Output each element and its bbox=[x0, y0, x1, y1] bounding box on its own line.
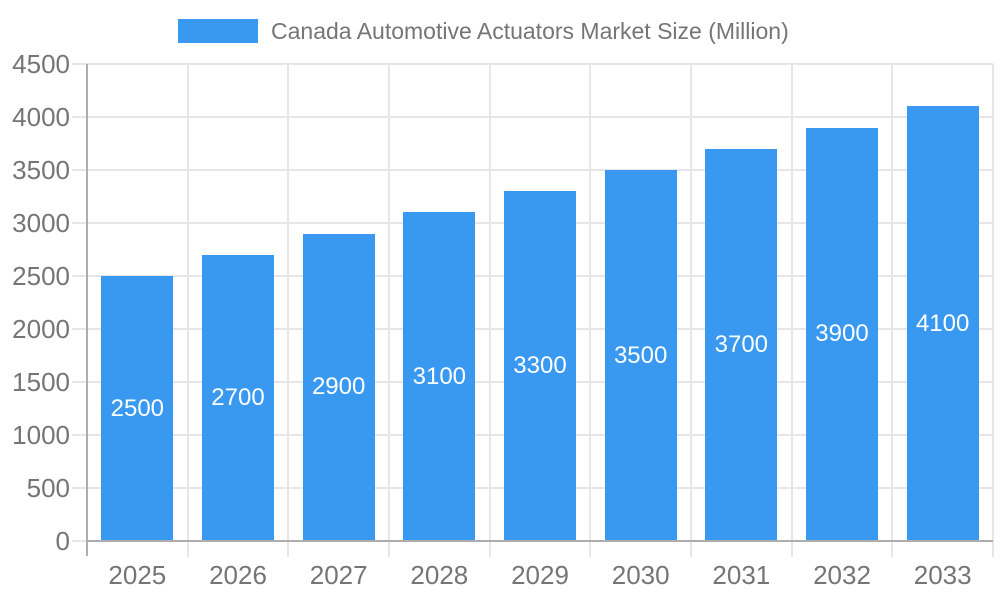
x-axis-tick-label: 2026 bbox=[209, 560, 267, 590]
gridline-vertical bbox=[287, 64, 290, 557]
bar-2032[interactable] bbox=[806, 127, 878, 541]
bar-value-label: 2500 bbox=[110, 394, 165, 422]
x-axis-tick-label: 2025 bbox=[108, 560, 167, 590]
gridline-vertical bbox=[790, 64, 793, 557]
gridline-vertical bbox=[992, 64, 994, 557]
y-axis-tick-label: 500 bbox=[26, 473, 70, 503]
y-axis-tick-label: 4000 bbox=[12, 102, 70, 132]
gridline-vertical bbox=[589, 64, 592, 557]
gridline-horizontal bbox=[72, 169, 993, 171]
y-axis-tick-label: 1000 bbox=[12, 420, 70, 450]
bar-2029[interactable] bbox=[504, 191, 576, 541]
y-axis-tick-label: 3500 bbox=[12, 155, 70, 185]
bar-2030[interactable] bbox=[604, 170, 677, 541]
legend-label: Canada Automotive Actuators Market Size … bbox=[271, 17, 789, 44]
x-axis-tick-label: 2031 bbox=[712, 560, 771, 590]
gridline-vertical bbox=[488, 64, 491, 557]
x-axis-tick-label: 2032 bbox=[813, 560, 871, 590]
y-axis-tick-label: 1500 bbox=[12, 367, 70, 397]
bar-2031[interactable] bbox=[705, 148, 778, 541]
y-axis-tick-label: 2500 bbox=[12, 261, 70, 291]
bar-value-label: 2700 bbox=[211, 383, 265, 411]
bar-value-label: 3500 bbox=[613, 341, 668, 369]
bar-value-label: 3100 bbox=[412, 362, 467, 390]
x-axis-line bbox=[87, 540, 993, 542]
bar-value-label: 3700 bbox=[714, 330, 769, 358]
y-axis-line bbox=[86, 64, 88, 556]
y-axis-tick-label: 4500 bbox=[12, 49, 70, 79]
bar-2027[interactable] bbox=[302, 233, 375, 541]
gridline-vertical bbox=[891, 64, 894, 557]
x-axis-tick-label: 2027 bbox=[309, 560, 368, 590]
bar-2026[interactable] bbox=[202, 254, 274, 541]
bar-2028[interactable] bbox=[403, 212, 476, 541]
gridline-vertical bbox=[186, 64, 189, 557]
bar-value-label: 4100 bbox=[915, 309, 970, 337]
gridline-vertical bbox=[388, 64, 390, 557]
y-axis-tick-label: 2000 bbox=[12, 314, 70, 344]
legend-item[interactable]: Canada Automotive Actuators Market Size … bbox=[178, 17, 789, 44]
x-axis-tick-label: 2029 bbox=[511, 560, 569, 590]
legend-swatch bbox=[178, 19, 258, 43]
y-axis-tick-label: 0 bbox=[55, 526, 70, 556]
x-axis-tick-label: 2033 bbox=[913, 560, 972, 590]
bar-2033[interactable] bbox=[906, 106, 979, 541]
bar-value-label: 3300 bbox=[513, 352, 567, 380]
bar-2025[interactable] bbox=[101, 276, 174, 541]
y-axis-tick-label: 3000 bbox=[12, 208, 70, 238]
bar-value-label: 3900 bbox=[815, 320, 869, 348]
gridline-horizontal bbox=[72, 116, 993, 118]
gridline-vertical bbox=[690, 64, 692, 557]
bar-value-label: 2900 bbox=[311, 373, 366, 401]
x-axis-tick-label: 2028 bbox=[410, 560, 469, 590]
gridline-horizontal bbox=[72, 63, 993, 65]
x-axis-tick-label: 2030 bbox=[611, 560, 670, 590]
